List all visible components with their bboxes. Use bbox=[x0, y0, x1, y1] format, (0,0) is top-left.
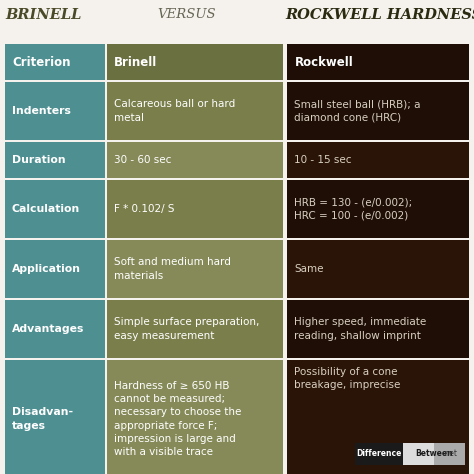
Bar bbox=[107, 360, 283, 474]
Bar bbox=[107, 300, 283, 358]
Text: 10 - 15 sec: 10 - 15 sec bbox=[294, 155, 352, 165]
Bar bbox=[5, 240, 105, 298]
Bar bbox=[287, 44, 469, 80]
Text: Simple surface preparation,
easy measurement: Simple surface preparation, easy measure… bbox=[114, 318, 259, 341]
Bar bbox=[107, 142, 283, 178]
Bar bbox=[287, 180, 469, 238]
Bar bbox=[287, 360, 469, 474]
Bar bbox=[287, 82, 469, 140]
Text: Disadvan-
tages: Disadvan- tages bbox=[12, 407, 73, 430]
Bar bbox=[5, 300, 105, 358]
Bar bbox=[107, 240, 283, 298]
Text: .net: .net bbox=[442, 449, 457, 458]
Bar bbox=[355, 443, 403, 465]
Bar bbox=[5, 180, 105, 238]
Bar bbox=[287, 142, 469, 178]
Bar bbox=[355, 443, 465, 465]
Text: Application: Application bbox=[12, 264, 81, 274]
Text: HRB = 130 - (e/0.002);
HRC = 100 - (e/0.002): HRB = 130 - (e/0.002); HRC = 100 - (e/0.… bbox=[294, 197, 413, 220]
Text: Difference: Difference bbox=[356, 449, 402, 458]
Text: Calculation: Calculation bbox=[12, 204, 80, 214]
Bar bbox=[5, 360, 105, 474]
Text: Soft and medium hard
materials: Soft and medium hard materials bbox=[114, 257, 231, 281]
Text: Indenters: Indenters bbox=[12, 106, 71, 116]
Bar bbox=[107, 44, 283, 80]
Text: Calcareous ball or hard
metal: Calcareous ball or hard metal bbox=[114, 100, 235, 123]
Bar bbox=[5, 44, 105, 80]
Text: Same: Same bbox=[294, 264, 324, 274]
Bar bbox=[5, 142, 105, 178]
Text: Duration: Duration bbox=[12, 155, 65, 165]
Text: ROCKWELL HARDNESS: ROCKWELL HARDNESS bbox=[285, 8, 474, 22]
Text: Advantages: Advantages bbox=[12, 324, 84, 334]
Text: 30 - 60 sec: 30 - 60 sec bbox=[114, 155, 171, 165]
Bar bbox=[434, 443, 465, 465]
Text: Small steel ball (HRB); a
diamond cone (HRC): Small steel ball (HRB); a diamond cone (… bbox=[294, 100, 421, 123]
Bar bbox=[5, 82, 105, 140]
Text: VERSUS: VERSUS bbox=[158, 8, 216, 21]
Bar bbox=[107, 82, 283, 140]
Text: Hardness of ≥ 650 HB
cannot be measured;
necessary to choose the
appropriate for: Hardness of ≥ 650 HB cannot be measured;… bbox=[114, 381, 241, 457]
Text: F * 0.102/ S: F * 0.102/ S bbox=[114, 204, 174, 214]
Text: BRINELL: BRINELL bbox=[5, 8, 82, 22]
Text: Between: Between bbox=[415, 449, 453, 458]
Text: Criterion: Criterion bbox=[12, 55, 71, 69]
Text: Brinell: Brinell bbox=[114, 55, 157, 69]
Bar bbox=[287, 240, 469, 298]
Text: Rockwell: Rockwell bbox=[294, 55, 353, 69]
Bar bbox=[107, 180, 283, 238]
Text: Possibility of a cone
breakage, imprecise: Possibility of a cone breakage, imprecis… bbox=[294, 367, 401, 390]
Bar bbox=[287, 300, 469, 358]
Text: Higher speed, immediate
reading, shallow imprint: Higher speed, immediate reading, shallow… bbox=[294, 318, 427, 341]
